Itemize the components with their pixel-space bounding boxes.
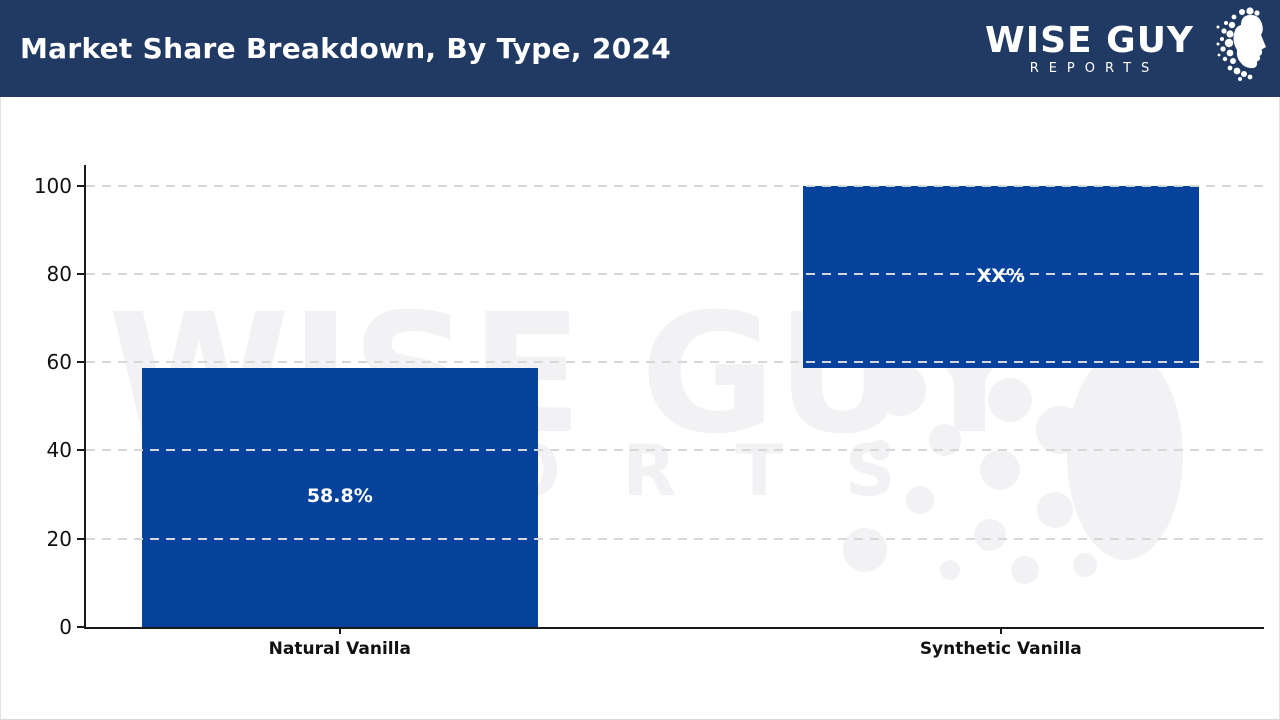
y-tick-mark-80	[77, 272, 84, 275]
logo-text: WISE GUY REPORTS	[984, 19, 1194, 76]
y-tick-mark-40	[77, 449, 84, 452]
bar-synthetic-vanilla	[802, 185, 1199, 368]
logo-subtitle: REPORTS	[1029, 60, 1160, 76]
logo-wordmark: WISE GUY	[984, 19, 1194, 61]
gridline-40	[86, 449, 1263, 452]
gridline-60	[86, 361, 1263, 364]
gridline-80	[86, 272, 1263, 275]
y-tick-mark-100	[77, 184, 84, 187]
y-tick-label-40: 40	[46, 438, 72, 463]
y-tick-mark-20	[77, 537, 84, 540]
bar-natural-vanilla	[141, 367, 538, 627]
y-tick-label-20: 20	[46, 526, 72, 551]
y-tick-label-80: 80	[46, 261, 72, 286]
x-tick-mark	[338, 627, 341, 634]
bar-value-label: XX%	[976, 264, 1025, 287]
x-category-label: Synthetic Vanilla	[919, 639, 1082, 659]
header-bar: Market Share Breakdown, By Type, 2024 WI…	[0, 0, 1280, 97]
y-tick-label-60: 60	[46, 350, 72, 375]
x-tick-mark	[999, 627, 1002, 634]
bar-value-label: 58.8%	[306, 485, 373, 508]
page-title: Market Share Breakdown, By Type, 2024	[20, 32, 672, 65]
y-tick-mark-60	[77, 361, 84, 364]
gridline-100	[86, 184, 1263, 187]
y-tick-label-100: 100	[33, 173, 72, 198]
gridline-20	[86, 537, 1263, 540]
y-axis-spine	[84, 165, 86, 629]
wise-guy-reports-logo: WISE GUY REPORTS	[985, 0, 1266, 97]
dotted-face-profile-icon	[1216, 6, 1266, 81]
y-tick-label-0: 0	[59, 615, 72, 639]
y-tick-mark-0	[77, 626, 84, 628]
x-category-label: Natural Vanilla	[268, 639, 411, 659]
x-axis-spine	[84, 627, 1264, 629]
